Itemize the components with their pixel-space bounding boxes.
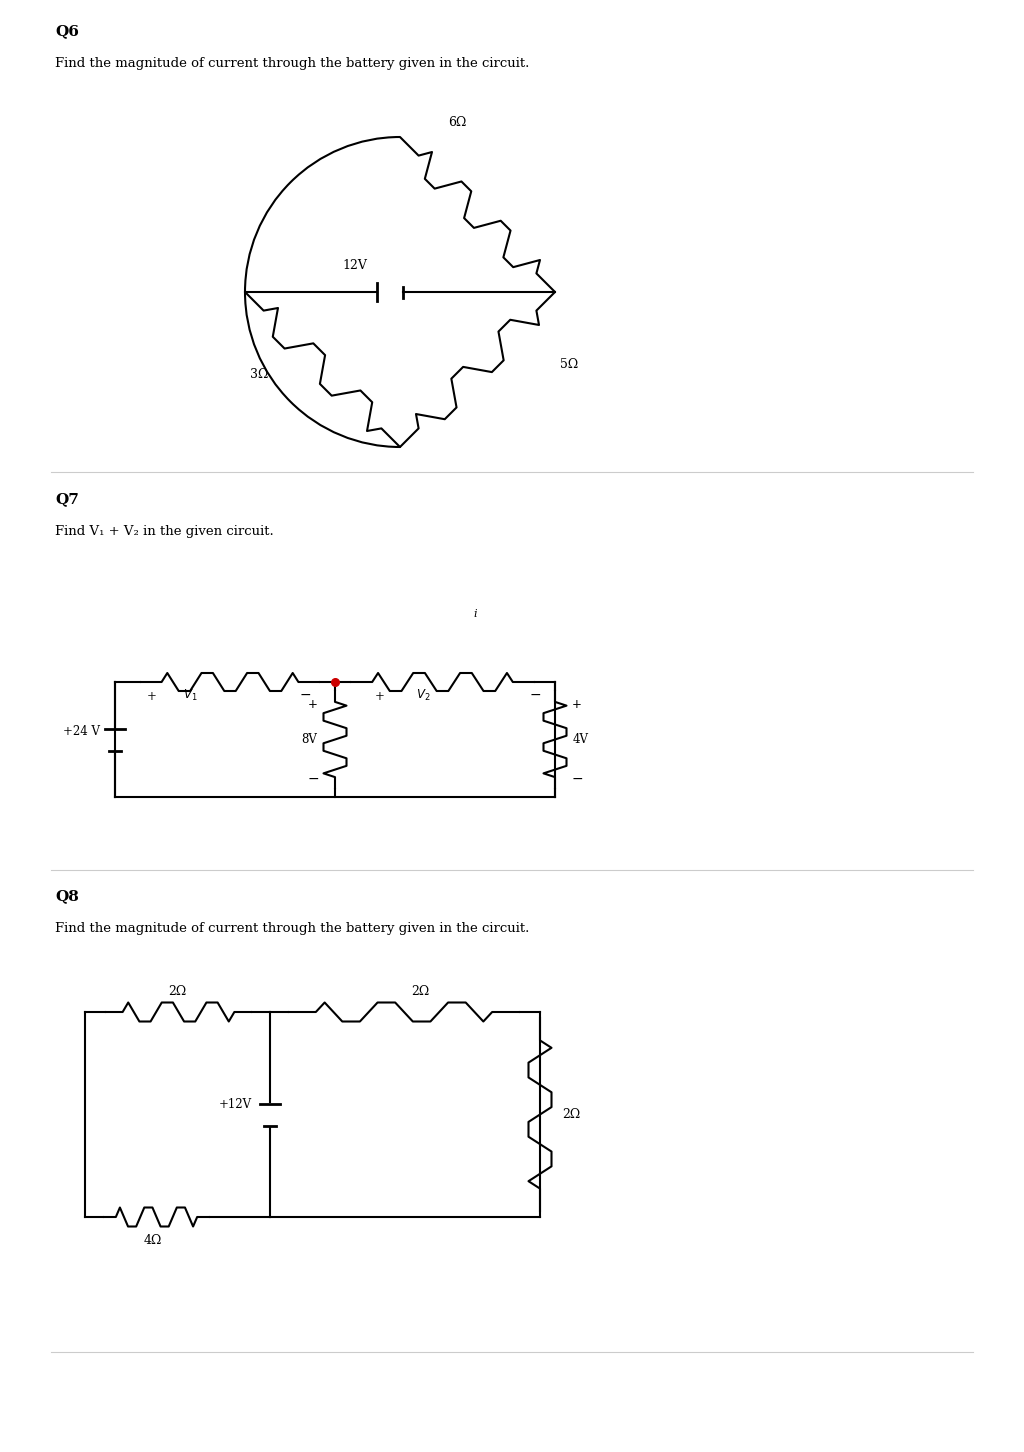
Text: i: i — [473, 608, 477, 619]
Text: +: + — [572, 697, 582, 710]
Text: 4V: 4V — [573, 733, 589, 746]
Text: Find the magnitude of current through the battery given in the circuit.: Find the magnitude of current through th… — [55, 57, 529, 70]
Text: Find V₁ + V₂ in the given circuit.: Find V₁ + V₂ in the given circuit. — [55, 526, 273, 539]
Text: 2Ω: 2Ω — [168, 984, 186, 998]
Text: −: − — [529, 688, 541, 701]
Text: +: + — [375, 691, 385, 704]
Text: Find the magnitude of current through the battery given in the circuit.: Find the magnitude of current through th… — [55, 922, 529, 935]
Text: Q7: Q7 — [55, 492, 79, 505]
Text: 2Ω: 2Ω — [562, 1108, 581, 1121]
Text: 8V: 8V — [301, 733, 317, 746]
Text: +: + — [147, 691, 157, 704]
Text: −: − — [307, 772, 318, 786]
Text: 5Ω: 5Ω — [560, 359, 579, 372]
Text: 4Ω: 4Ω — [143, 1234, 162, 1247]
Text: 3Ω: 3Ω — [250, 367, 268, 380]
Text: $V_2$: $V_2$ — [416, 687, 430, 703]
Text: +: + — [308, 697, 317, 710]
Text: 6Ω: 6Ω — [449, 116, 466, 129]
Text: +12V: +12V — [219, 1098, 252, 1111]
Text: $V_1$: $V_1$ — [182, 687, 198, 703]
Text: Q6: Q6 — [55, 25, 79, 38]
Text: 12V: 12V — [343, 258, 368, 272]
Text: −: − — [571, 772, 583, 786]
Text: Q8: Q8 — [55, 889, 79, 903]
Text: +24 V: +24 V — [63, 725, 100, 738]
Text: 2Ω: 2Ω — [411, 984, 429, 998]
Text: −: − — [299, 688, 311, 701]
